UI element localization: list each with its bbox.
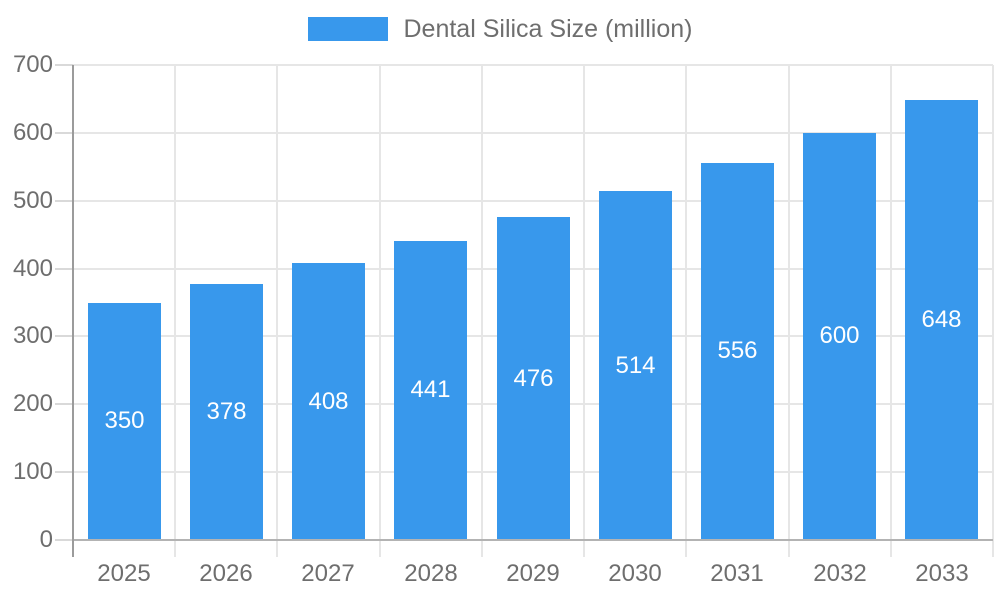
bar[interactable] (701, 163, 774, 540)
gridline-vertical (992, 65, 994, 557)
bar-value-label: 648 (921, 306, 962, 333)
y-axis-tick (55, 268, 73, 270)
y-axis-tick (55, 335, 73, 337)
bar[interactable] (905, 100, 978, 540)
y-axis-line (72, 65, 74, 557)
bar-value-label: 408 (308, 388, 349, 415)
bar-value-label: 556 (717, 337, 758, 364)
gridline-horizontal (73, 200, 993, 202)
bar[interactable] (190, 284, 263, 541)
gridline-vertical (890, 65, 892, 557)
y-axis-label: 700 (12, 51, 53, 78)
y-axis-tick (55, 200, 73, 202)
y-axis-label: 200 (12, 390, 53, 417)
y-axis-tick (55, 132, 73, 134)
bar-value-label: 476 (513, 365, 554, 392)
bar-value-label: 441 (410, 376, 451, 403)
y-axis-label: 600 (12, 119, 53, 146)
gridline-vertical (481, 65, 483, 557)
legend-label: Dental Silica Size (million) (403, 15, 693, 43)
legend: Dental Silica Size (million) (0, 14, 1000, 44)
bar[interactable] (803, 133, 876, 540)
bar-value-label: 378 (206, 398, 247, 425)
x-axis-label: 2027 (301, 560, 355, 587)
gridline-vertical (788, 65, 790, 557)
bar[interactable] (394, 241, 467, 540)
bar[interactable] (88, 303, 161, 541)
x-axis-label: 2029 (506, 560, 560, 587)
y-axis-label: 100 (12, 458, 53, 485)
gridline-vertical (174, 65, 176, 557)
bar-value-label: 514 (615, 352, 656, 379)
gridline-vertical (583, 65, 585, 557)
gridline-horizontal (73, 64, 993, 66)
x-axis-label: 2026 (199, 560, 253, 587)
x-axis-label: 2032 (813, 560, 867, 587)
y-axis-label: 400 (12, 255, 53, 282)
bar-value-label: 600 (819, 322, 860, 349)
y-axis-tick (55, 471, 73, 473)
x-axis-line (73, 539, 993, 541)
x-axis-label: 2031 (710, 560, 764, 587)
bar[interactable] (497, 217, 570, 540)
x-axis-label: 2033 (915, 560, 969, 587)
x-axis-label: 2030 (608, 560, 662, 587)
y-axis-label: 500 (12, 187, 53, 214)
gridline-horizontal (73, 132, 993, 134)
gridline-vertical (276, 65, 278, 557)
bar[interactable] (292, 263, 365, 540)
bar[interactable] (599, 191, 672, 540)
y-axis-tick (55, 64, 73, 66)
y-axis-label: 300 (12, 322, 53, 349)
gridline-vertical (379, 65, 381, 557)
legend-swatch (307, 17, 388, 41)
x-axis-label: 2028 (404, 560, 458, 587)
x-axis-label: 2025 (97, 560, 151, 587)
y-axis-label: 0 (39, 526, 53, 553)
bar-value-label: 350 (104, 407, 145, 434)
y-axis-tick (55, 539, 73, 541)
y-axis-tick (55, 403, 73, 405)
gridline-vertical (685, 65, 687, 557)
